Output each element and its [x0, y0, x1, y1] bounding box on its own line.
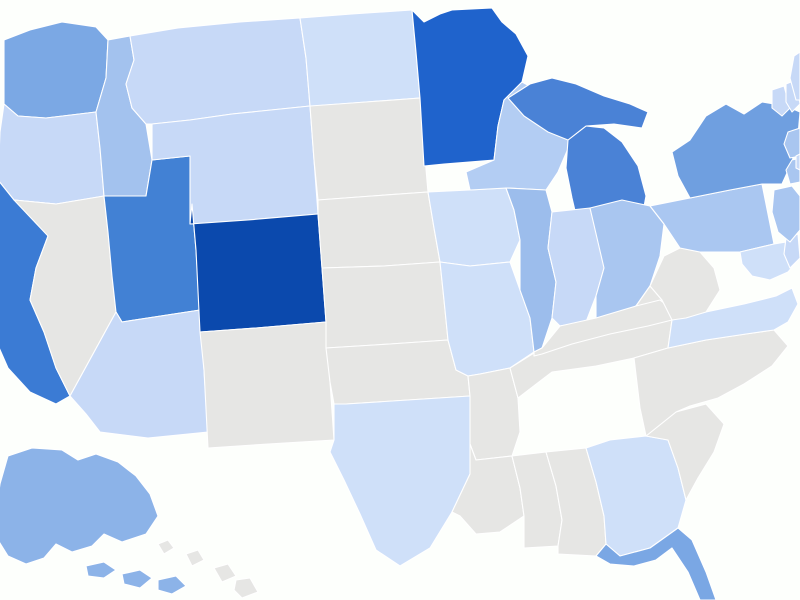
state-AK-aleutians-3[interactable]	[158, 576, 186, 594]
state-MT[interactable]	[126, 18, 310, 124]
state-HI-2[interactable]	[186, 550, 204, 566]
state-ME[interactable]	[790, 52, 800, 100]
state-AK[interactable]	[0, 448, 158, 564]
state-AK-aleutians-1[interactable]	[86, 562, 116, 578]
state-OK[interactable]	[326, 340, 470, 404]
state-FL[interactable]	[596, 528, 716, 600]
state-VA[interactable]	[668, 288, 798, 348]
state-HI-4[interactable]	[234, 578, 258, 598]
state-SD[interactable]	[310, 98, 428, 200]
state-TX[interactable]	[330, 396, 476, 566]
state-NM[interactable]	[200, 322, 334, 448]
states-layer	[0, 8, 800, 600]
state-WA[interactable]	[4, 22, 108, 118]
state-OR[interactable]	[0, 104, 104, 204]
state-HI-1[interactable]	[158, 540, 174, 554]
state-KS[interactable]	[322, 262, 448, 348]
state-CO[interactable]	[190, 204, 326, 332]
state-LA[interactable]	[452, 444, 524, 534]
state-WV[interactable]	[650, 248, 720, 320]
state-SC[interactable]	[646, 404, 724, 500]
state-IA[interactable]	[428, 188, 520, 266]
state-AK-aleutians-2[interactable]	[122, 570, 152, 588]
state-MI-upper[interactable]	[508, 78, 648, 140]
state-NJ[interactable]	[772, 186, 800, 242]
state-RI[interactable]	[796, 154, 800, 170]
state-NE[interactable]	[318, 192, 440, 268]
state-ND[interactable]	[300, 10, 420, 106]
state-HI-3[interactable]	[214, 564, 236, 582]
state-AR[interactable]	[468, 368, 520, 460]
state-MA[interactable]	[784, 128, 800, 158]
